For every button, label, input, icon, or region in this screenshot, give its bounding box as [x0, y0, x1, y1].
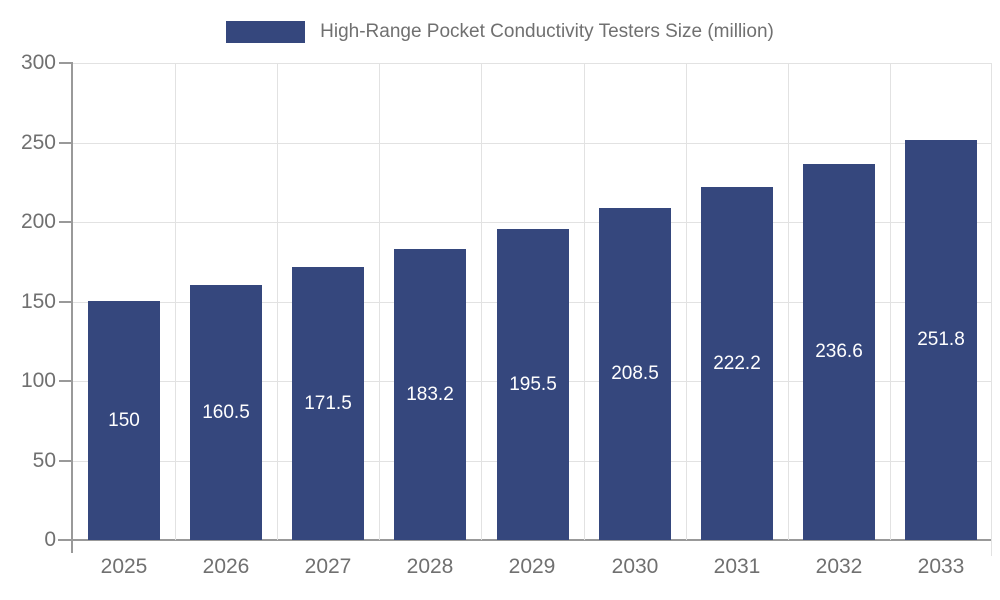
gridline-h: [73, 143, 992, 144]
bar: 183.2: [394, 249, 466, 540]
y-tick-mark: [59, 142, 73, 144]
y-tick-label: 0: [44, 528, 56, 551]
legend-label: High-Range Pocket Conductivity Testers S…: [320, 21, 774, 42]
x-tick-label: 2028: [406, 555, 454, 578]
bar: 222.2: [701, 187, 773, 540]
x-tick-label: 2026: [202, 555, 250, 578]
bar-value-label: 251.8: [917, 329, 965, 350]
gridline-v: [890, 63, 891, 540]
bar: 236.6: [803, 164, 875, 540]
x-tick-label: 2027: [304, 555, 352, 578]
x-tick-label: 2029: [508, 555, 556, 578]
x-tick-label: 2025: [100, 555, 148, 578]
gridline-v: [584, 63, 585, 540]
bar: 160.5: [190, 285, 262, 540]
gridline-v: [481, 63, 482, 540]
x-tick-label: 2032: [815, 555, 863, 578]
bar: 208.5: [599, 208, 671, 540]
legend-swatch: [226, 21, 306, 43]
y-tick-mark: [59, 221, 73, 223]
bar: 150: [88, 301, 160, 540]
bar-value-label: 150: [108, 409, 140, 431]
bar-value-label: 195.5: [509, 373, 557, 395]
gridline-h: [73, 63, 992, 64]
bar: 251.8: [905, 140, 977, 540]
gridline-v: [686, 63, 687, 540]
y-tick-mark: [59, 460, 73, 462]
y-axis-line: [71, 63, 73, 553]
x-tick-label: 2030: [611, 555, 659, 578]
gridline-v: [277, 63, 278, 540]
plot-right-border: [991, 63, 992, 556]
bar: 195.5: [497, 229, 569, 540]
y-tick-label: 100: [20, 369, 56, 392]
bar-value-label: 160.5: [202, 401, 250, 423]
bar-value-label: 183.2: [406, 383, 454, 405]
gridline-h: [73, 222, 992, 223]
bar-value-label: 236.6: [815, 341, 863, 362]
y-tick-mark: [59, 301, 73, 303]
bar-value-label: 208.5: [611, 363, 659, 384]
y-tick-label: 200: [20, 210, 56, 233]
y-tick-label: 250: [20, 131, 56, 154]
y-tick-label: 50: [32, 449, 56, 472]
gridline-v: [175, 63, 176, 540]
y-tick-mark: [59, 62, 73, 64]
bar-value-label: 222.2: [713, 352, 761, 374]
gridline-v: [379, 63, 380, 540]
plot-area: 150 160.5 171.5 183.2 195.5 208.5 222.2 236.6 25…: [73, 63, 992, 540]
y-tick-mark: [59, 539, 73, 541]
bar-value-label: 171.5: [304, 392, 352, 414]
y-tick-label: 150: [20, 290, 56, 313]
y-tick-label: 300: [20, 51, 56, 74]
x-axis-line: [58, 539, 992, 541]
chart-legend[interactable]: High-Range Pocket Conductivity Testers S…: [0, 18, 1000, 46]
x-tick-label: 2031: [713, 555, 761, 578]
gridline-v: [788, 63, 789, 540]
x-tick-label: 2033: [917, 555, 965, 578]
y-tick-mark: [59, 380, 73, 382]
bar: 171.5: [292, 267, 364, 540]
